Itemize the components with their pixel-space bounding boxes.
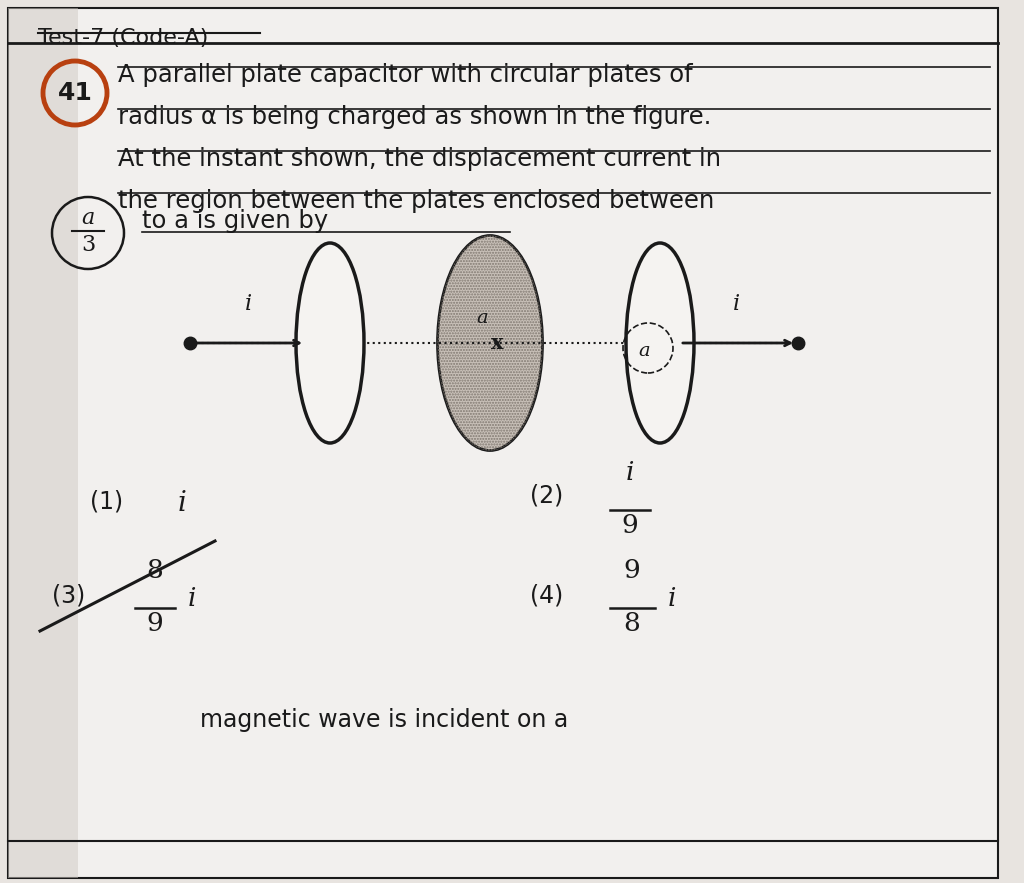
Text: i: i [668, 585, 677, 610]
Text: A parallel plate capacitor with circular plates of: A parallel plate capacitor with circular… [118, 63, 692, 87]
Text: i: i [245, 293, 252, 315]
Text: the region between the plates enclosed between: the region between the plates enclosed b… [118, 189, 715, 213]
Text: 3: 3 [81, 234, 95, 256]
Text: a: a [638, 342, 650, 360]
Text: 8: 8 [624, 611, 640, 636]
Text: 9: 9 [624, 558, 640, 583]
Text: a: a [476, 309, 487, 327]
Text: 8: 8 [146, 558, 164, 583]
Text: At the instant shown, the displacement current in: At the instant shown, the displacement c… [118, 147, 721, 171]
Text: 41: 41 [57, 81, 92, 105]
Ellipse shape [296, 243, 364, 443]
Text: (3): (3) [52, 583, 85, 607]
Text: radius α is being charged as shown in the figure.: radius α is being charged as shown in th… [118, 105, 712, 129]
Text: (2): (2) [530, 483, 563, 507]
Text: to a is given by: to a is given by [142, 209, 329, 233]
Text: i: i [626, 460, 634, 485]
Ellipse shape [437, 236, 543, 450]
Text: a: a [81, 207, 94, 229]
FancyBboxPatch shape [8, 8, 78, 878]
Text: 9: 9 [622, 513, 638, 538]
Text: magnetic wave is incident on a: magnetic wave is incident on a [200, 708, 568, 732]
Text: i: i [178, 490, 186, 517]
Text: 9: 9 [146, 611, 164, 636]
Text: Test-7 (Code-A): Test-7 (Code-A) [38, 28, 208, 48]
Text: (1): (1) [90, 490, 123, 514]
FancyBboxPatch shape [8, 8, 998, 878]
Text: i: i [188, 585, 197, 610]
Ellipse shape [626, 243, 694, 443]
Text: x: x [490, 333, 503, 353]
Text: i: i [732, 293, 739, 315]
Text: (4): (4) [530, 583, 563, 607]
